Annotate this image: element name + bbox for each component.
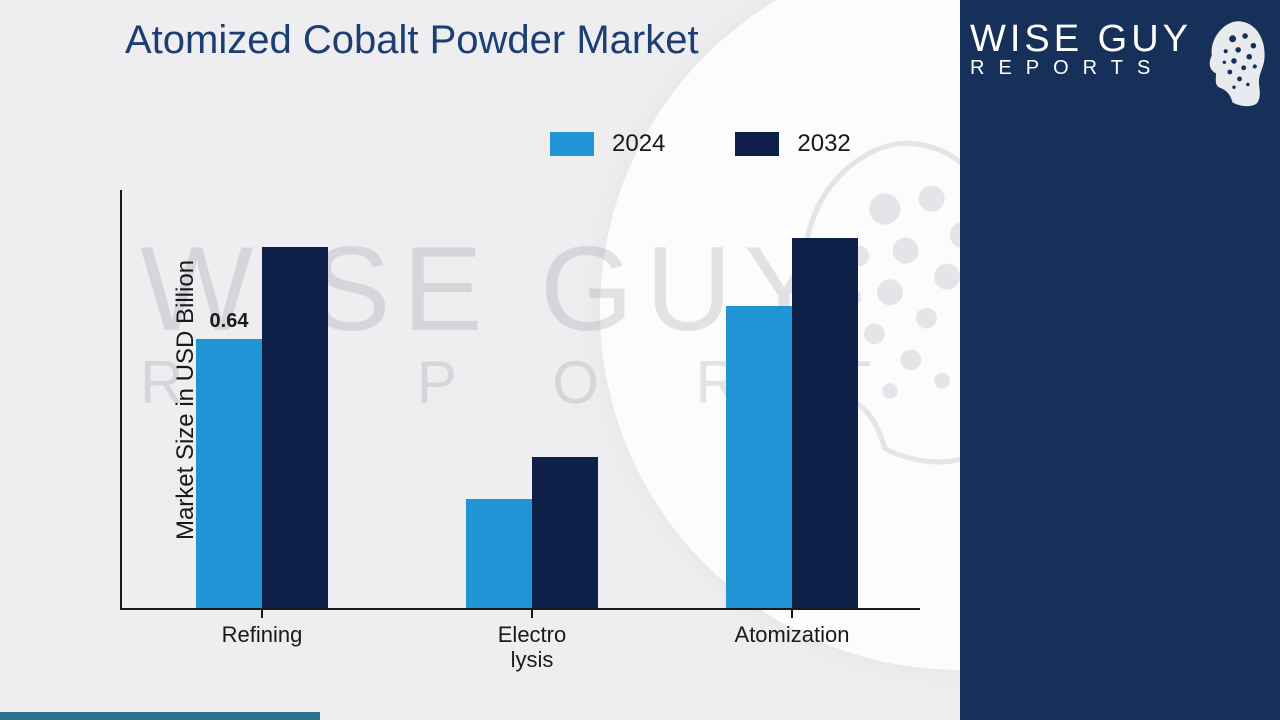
legend-swatch-2032 <box>735 132 779 156</box>
legend-item-2024: 2024 <box>550 130 665 158</box>
bar-2032 <box>792 238 858 608</box>
brand-logo: WISE GUY REPORTS <box>970 18 1250 80</box>
legend: 2024 2032 <box>550 130 851 158</box>
x-tick <box>261 608 263 618</box>
bar-group <box>196 247 328 608</box>
chart-area: 2024 2032 Market Size in USD Billion Ref… <box>90 130 920 670</box>
x-axis-label: Atomization <box>735 622 850 647</box>
bar-2024 <box>466 499 532 608</box>
bar-2032 <box>532 457 598 608</box>
bar-2024 <box>726 306 792 608</box>
legend-label-2024: 2024 <box>612 130 665 158</box>
bar-2032 <box>262 247 328 608</box>
bar-group <box>726 238 858 608</box>
brand-line1: WISE GUY <box>970 18 1250 61</box>
brand-line2: REPORTS <box>970 57 1250 80</box>
chart-title: Atomized Cobalt Powder Market <box>125 18 699 63</box>
legend-swatch-2024 <box>550 132 594 156</box>
legend-item-2032: 2032 <box>735 130 850 158</box>
legend-label-2032: 2032 <box>797 130 850 158</box>
x-axis-label: Refining <box>222 622 303 647</box>
plot-region: RefiningElectrolysisAtomization0.64 <box>120 190 920 610</box>
x-tick <box>531 608 533 618</box>
page-canvas: WISE GUY R E P O R T S WISE GUY REPORTS … <box>0 0 1280 720</box>
bar-2024 <box>196 339 262 608</box>
x-tick <box>791 608 793 618</box>
bottom-accent-bar <box>0 712 320 720</box>
bar-group <box>466 457 598 608</box>
right-navy-panel <box>960 0 1280 720</box>
x-axis-label: Electrolysis <box>498 622 566 673</box>
bar-value-label: 0.64 <box>210 310 249 333</box>
